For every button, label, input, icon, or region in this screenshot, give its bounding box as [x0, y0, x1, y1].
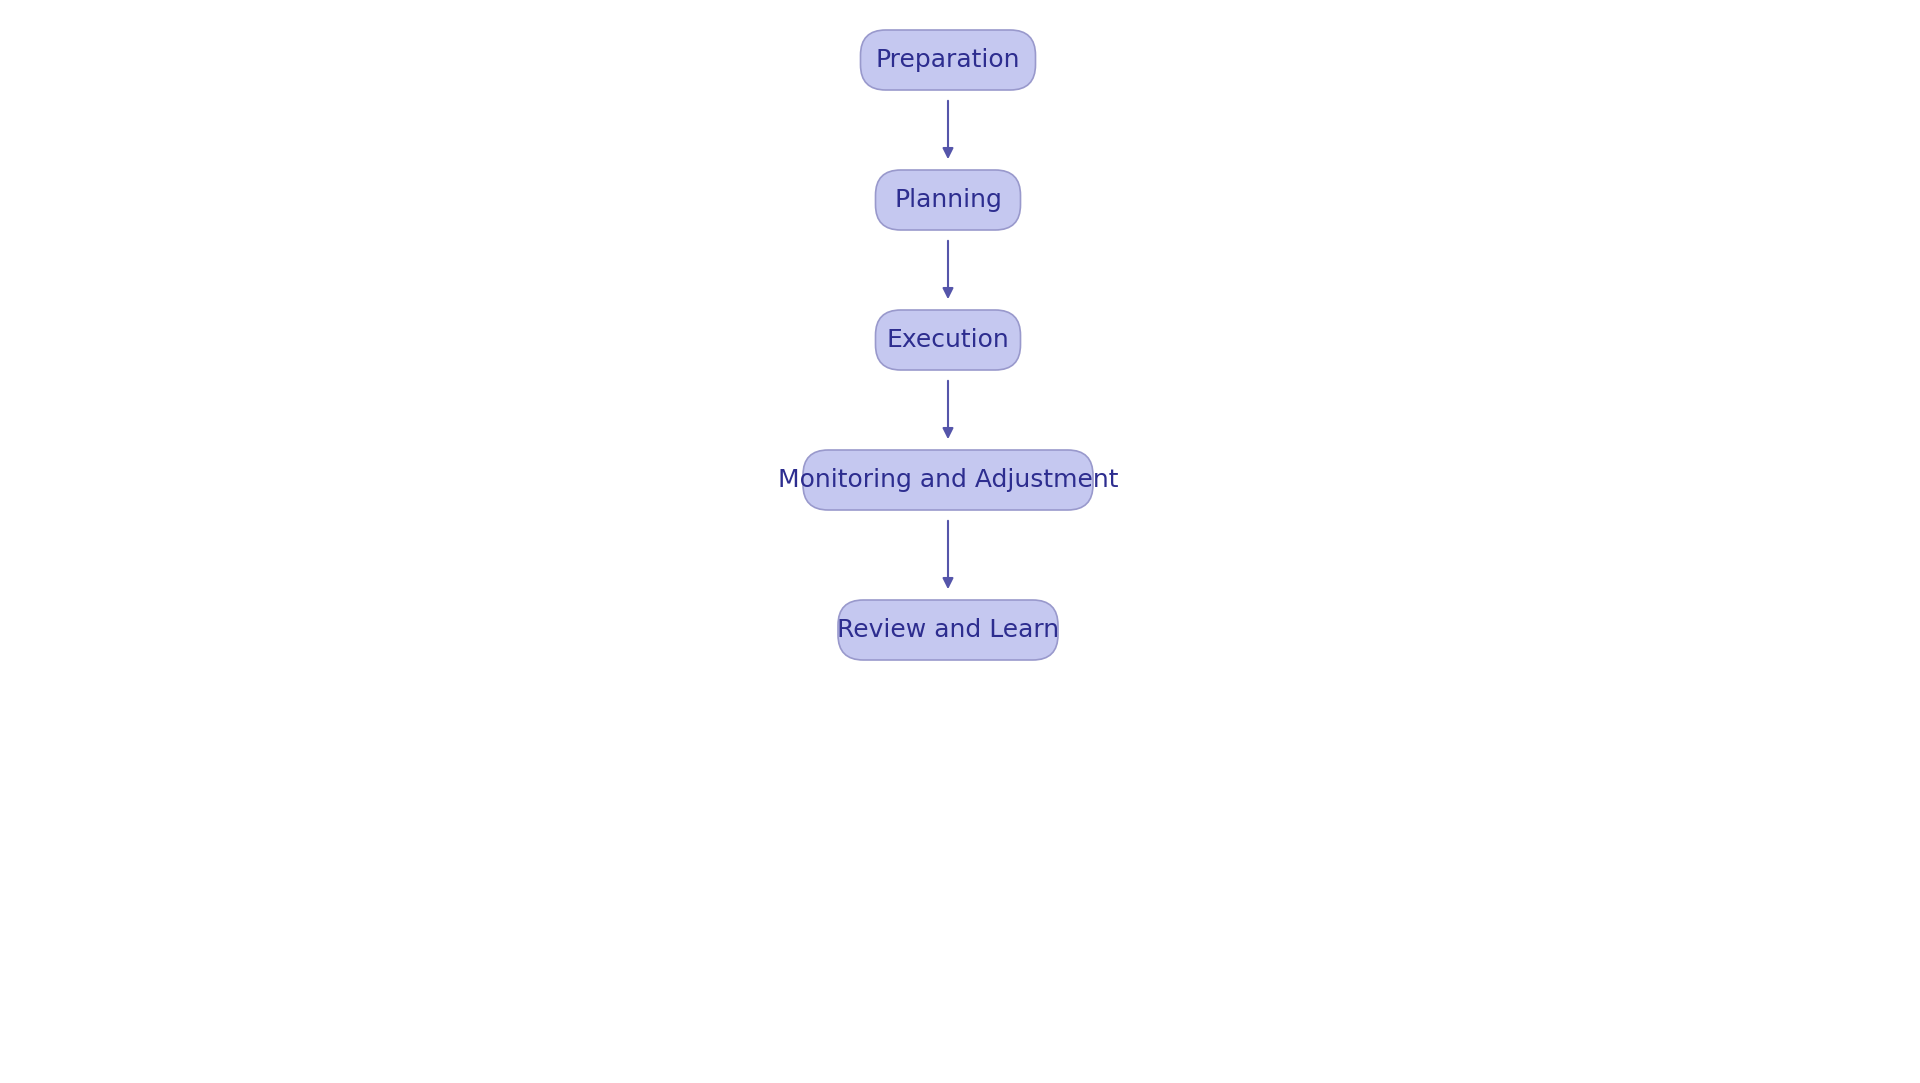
FancyBboxPatch shape [837, 600, 1058, 660]
FancyBboxPatch shape [876, 310, 1021, 370]
FancyBboxPatch shape [876, 170, 1021, 230]
Text: Monitoring and Adjustment: Monitoring and Adjustment [778, 468, 1117, 492]
Text: Review and Learn: Review and Learn [837, 618, 1060, 642]
Text: Execution: Execution [887, 328, 1010, 352]
FancyBboxPatch shape [803, 451, 1092, 510]
Text: Planning: Planning [895, 188, 1002, 212]
Text: Preparation: Preparation [876, 48, 1020, 71]
FancyBboxPatch shape [860, 30, 1035, 90]
